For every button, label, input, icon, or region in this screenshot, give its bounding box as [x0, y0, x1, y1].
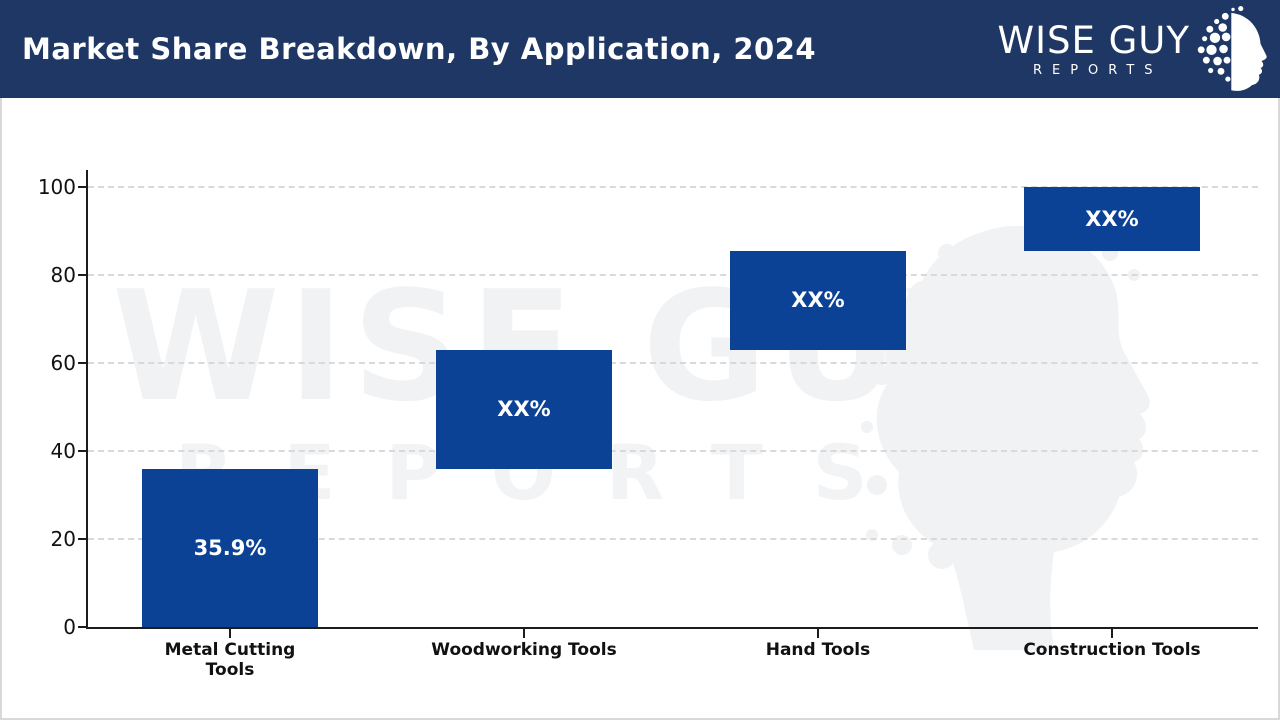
y-tick-mark: [78, 274, 87, 276]
category-label-hand-tools: Hand Tools: [765, 640, 871, 660]
bar-label: XX%: [1085, 206, 1139, 231]
y-tick-label: 100: [37, 175, 76, 199]
logo-text: WISE GUY REPORTS: [997, 18, 1190, 78]
bar-woodworking-tools: XX%: [436, 349, 612, 470]
y-tick-mark: [78, 538, 87, 540]
gridline-40: [88, 450, 1258, 452]
x-tick-mark: [523, 629, 525, 638]
page-border-bottom: [0, 718, 1280, 720]
x-tick-mark: [229, 629, 231, 638]
y-axis: [86, 170, 88, 629]
y-tick-mark: [78, 450, 87, 452]
gridline-60: [88, 362, 1258, 364]
y-tick-mark: [78, 626, 87, 628]
gridline-100: [88, 186, 1258, 188]
gridline-80: [88, 274, 1258, 276]
bar-construction-tools: XX%: [1024, 187, 1200, 251]
y-tick-label: 40: [50, 439, 76, 463]
bar-hand-tools: XX%: [730, 250, 906, 350]
y-tick-mark: [78, 186, 87, 188]
category-label-woodworking-tools: Woodworking Tools: [431, 640, 617, 660]
page-border-right: [1278, 98, 1280, 720]
x-tick-mark: [817, 629, 819, 638]
dotted-head-profile-watermark-icon: [861, 222, 1150, 650]
y-tick-label: 0: [63, 615, 76, 639]
page-title: Market Share Breakdown, By Application, …: [22, 32, 817, 66]
x-axis: [86, 627, 1258, 629]
header: Market Share Breakdown, By Application, …: [0, 0, 1280, 98]
y-tick-label: 60: [50, 351, 76, 375]
category-label-metal-cutting-tools: Metal Cutting Tools: [164, 640, 296, 680]
gridline-20: [88, 538, 1258, 540]
category-label-construction-tools: Construction Tools: [1023, 640, 1201, 660]
page-border-left: [0, 98, 2, 720]
y-tick-label: 80: [50, 263, 76, 287]
bar-label: XX%: [791, 288, 845, 313]
x-tick-mark: [1111, 629, 1113, 638]
logo-name: WISE GUY: [997, 18, 1190, 62]
bar-label: XX%: [497, 397, 551, 422]
y-tick-mark: [78, 362, 87, 364]
dotted-head-profile-icon: [1197, 6, 1267, 91]
logo-sub: REPORTS: [1032, 62, 1163, 78]
bar-metal-cutting-tools: 35.9%: [142, 469, 318, 627]
y-tick-label: 20: [50, 527, 76, 551]
logo: WISE GUY REPORTS: [998, 4, 1270, 94]
bar-label: 35.9%: [193, 536, 267, 560]
